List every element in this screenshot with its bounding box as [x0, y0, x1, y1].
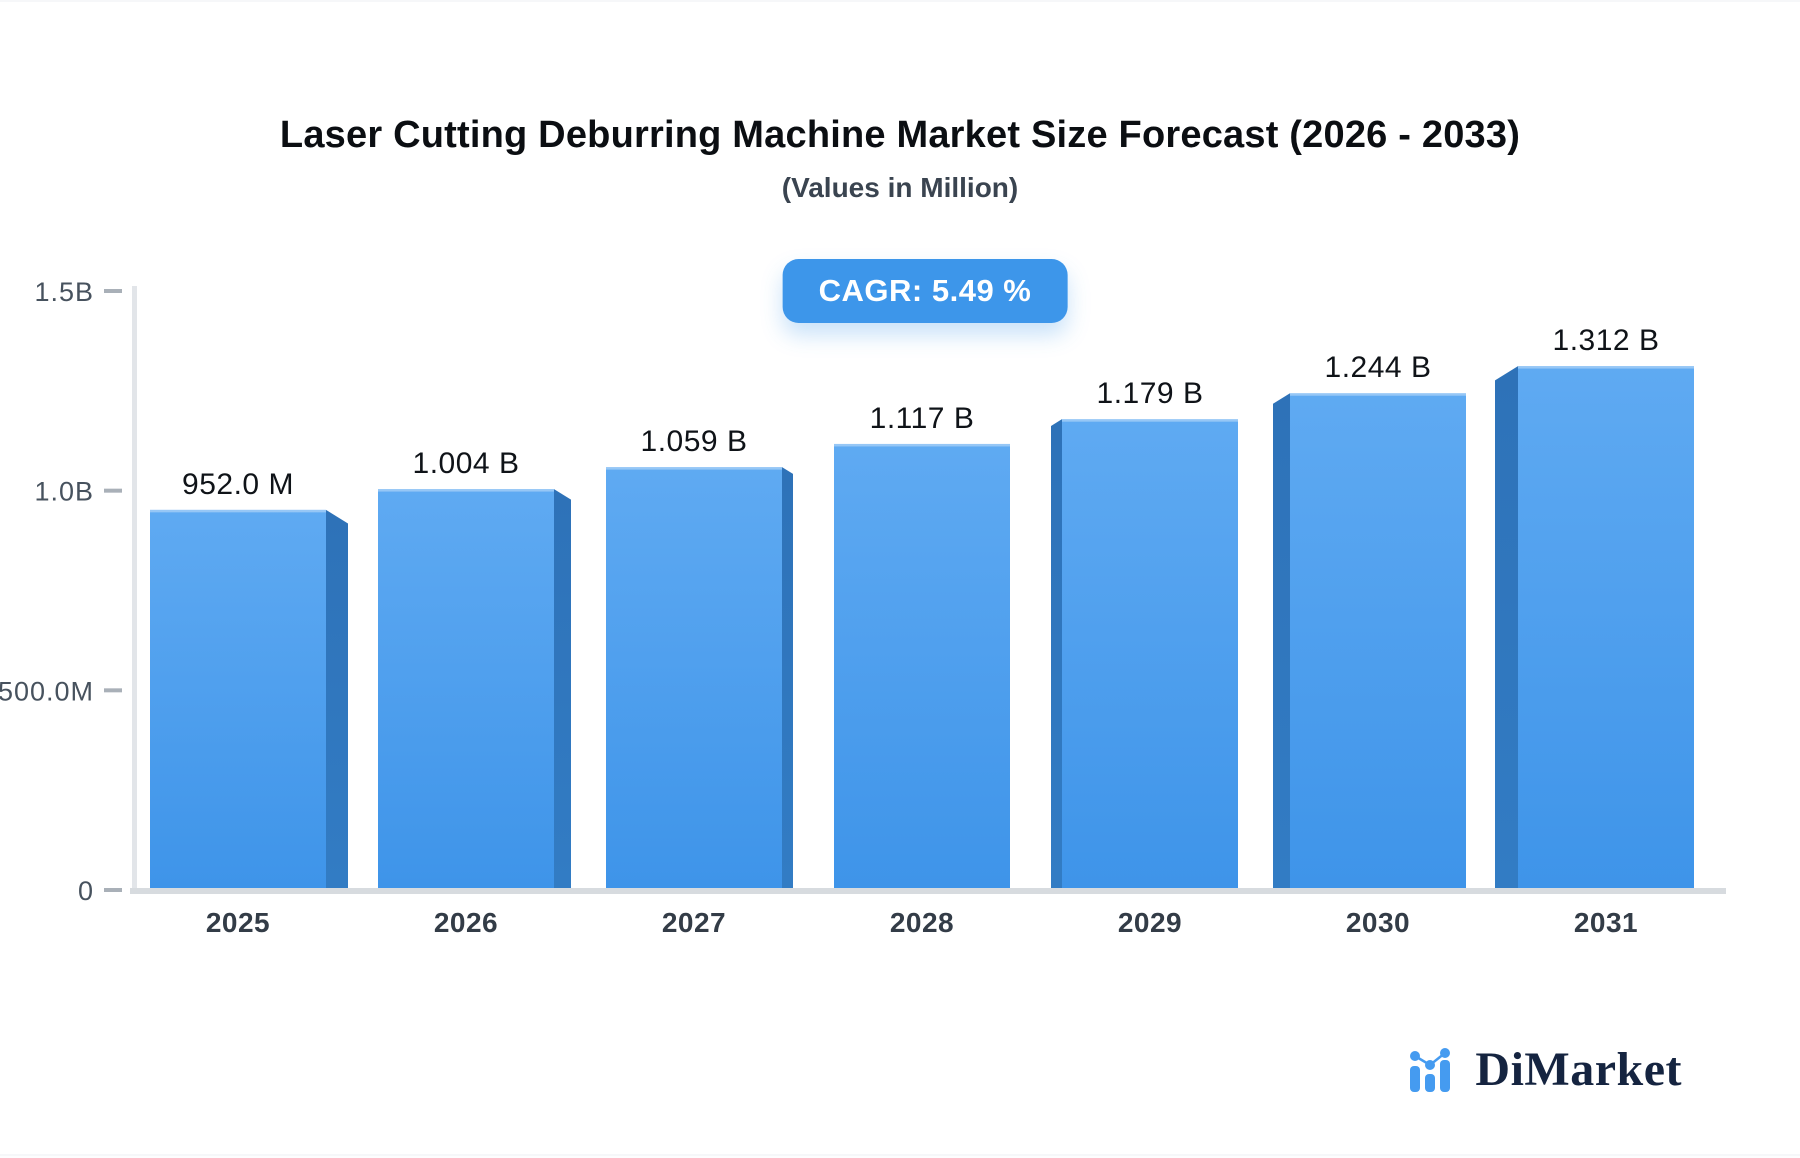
bar-top-highlight	[834, 443, 1010, 447]
y-tick-0	[104, 888, 122, 892]
x-tick-label-2031: 2031	[1574, 907, 1638, 938]
bar-group-2027	[606, 467, 793, 890]
x-tick-label-2029: 2029	[1118, 907, 1182, 938]
value-label-2026: 1.004 B	[413, 447, 520, 480]
bar-group-2031	[1495, 366, 1694, 890]
bar-side-2025	[326, 509, 348, 890]
value-label-2027: 1.059 B	[641, 425, 748, 458]
bar-top-highlight	[150, 509, 326, 513]
bar-group-2026	[378, 489, 571, 890]
cagr-badge: CAGR: 5.49 %	[782, 259, 1068, 323]
bar-side-2027	[782, 467, 793, 890]
bar-2027[interactable]	[606, 467, 782, 890]
bar-top-highlight	[1290, 393, 1466, 396]
value-label-2025: 952.0 M	[182, 468, 294, 501]
chart-title: Laser Cutting Deburring Machine Market S…	[279, 114, 1521, 156]
cagr-badge-label: CAGR: 5.49 %	[818, 273, 1032, 308]
bar-2025[interactable]	[150, 509, 326, 890]
bar-top-highlight	[378, 489, 554, 492]
value-label-2031: 1.312 B	[1553, 324, 1660, 357]
mini-bar-chart-icon	[1410, 1048, 1451, 1092]
bar-2030[interactable]	[1290, 393, 1466, 890]
logo-bar-1	[1410, 1066, 1421, 1092]
value-label-2030: 1.244 B	[1325, 351, 1432, 384]
y-tick-1.0B	[104, 488, 122, 493]
bar-side-2030	[1273, 393, 1290, 890]
logo-dot-2	[1425, 1060, 1436, 1070]
bar-2029[interactable]	[1062, 419, 1238, 890]
bar-group-2028	[834, 443, 1010, 890]
bar-top-highlight	[606, 467, 782, 470]
x-tick-label-2027: 2027	[662, 907, 726, 938]
logo-bar-2	[1425, 1074, 1436, 1092]
bar-side-2026	[554, 489, 571, 890]
bar-2026[interactable]	[378, 489, 554, 890]
bar-group-2025	[150, 509, 348, 890]
dimarket-logo: DiMarket	[1409, 1046, 1682, 1094]
x-axis-line	[130, 888, 1726, 894]
logo-bar-3	[1440, 1060, 1451, 1092]
logo-text: DiMarket	[1475, 1043, 1682, 1096]
x-tick-label-2026: 2026	[434, 907, 498, 938]
y-tick-1.5B	[104, 289, 122, 293]
value-label-2029: 1.179 B	[1097, 377, 1204, 410]
bar-top-highlight	[1518, 366, 1694, 369]
y-tick-label-1.5B: 1.5B	[34, 277, 94, 307]
y-tick-label-500.0M: 500.0M	[0, 676, 94, 706]
y-axis-line	[132, 286, 137, 893]
bar-top-highlight	[1062, 419, 1238, 422]
bar-group-2030	[1273, 393, 1466, 890]
y-tick-label-1.0B: 1.0B	[34, 477, 94, 507]
bar-2028[interactable]	[834, 443, 1010, 890]
y-tick-label-0: 0	[78, 876, 94, 906]
bar-group-2029	[1051, 419, 1238, 890]
value-label-2028: 1.117 B	[870, 402, 975, 435]
logo-dot-3	[1440, 1048, 1451, 1058]
bar-2031[interactable]	[1518, 366, 1694, 890]
x-tick-label-2028: 2028	[890, 907, 954, 938]
y-tick-500.0M	[104, 688, 122, 693]
chart-subtitle: (Values in Million)	[781, 172, 1019, 203]
logo-dot-1	[1410, 1051, 1421, 1061]
x-tick-label-2025: 2025	[206, 907, 270, 938]
bar-side-2031	[1495, 366, 1518, 890]
bar-side-2029	[1051, 419, 1062, 890]
x-tick-label-2030: 2030	[1346, 907, 1410, 938]
